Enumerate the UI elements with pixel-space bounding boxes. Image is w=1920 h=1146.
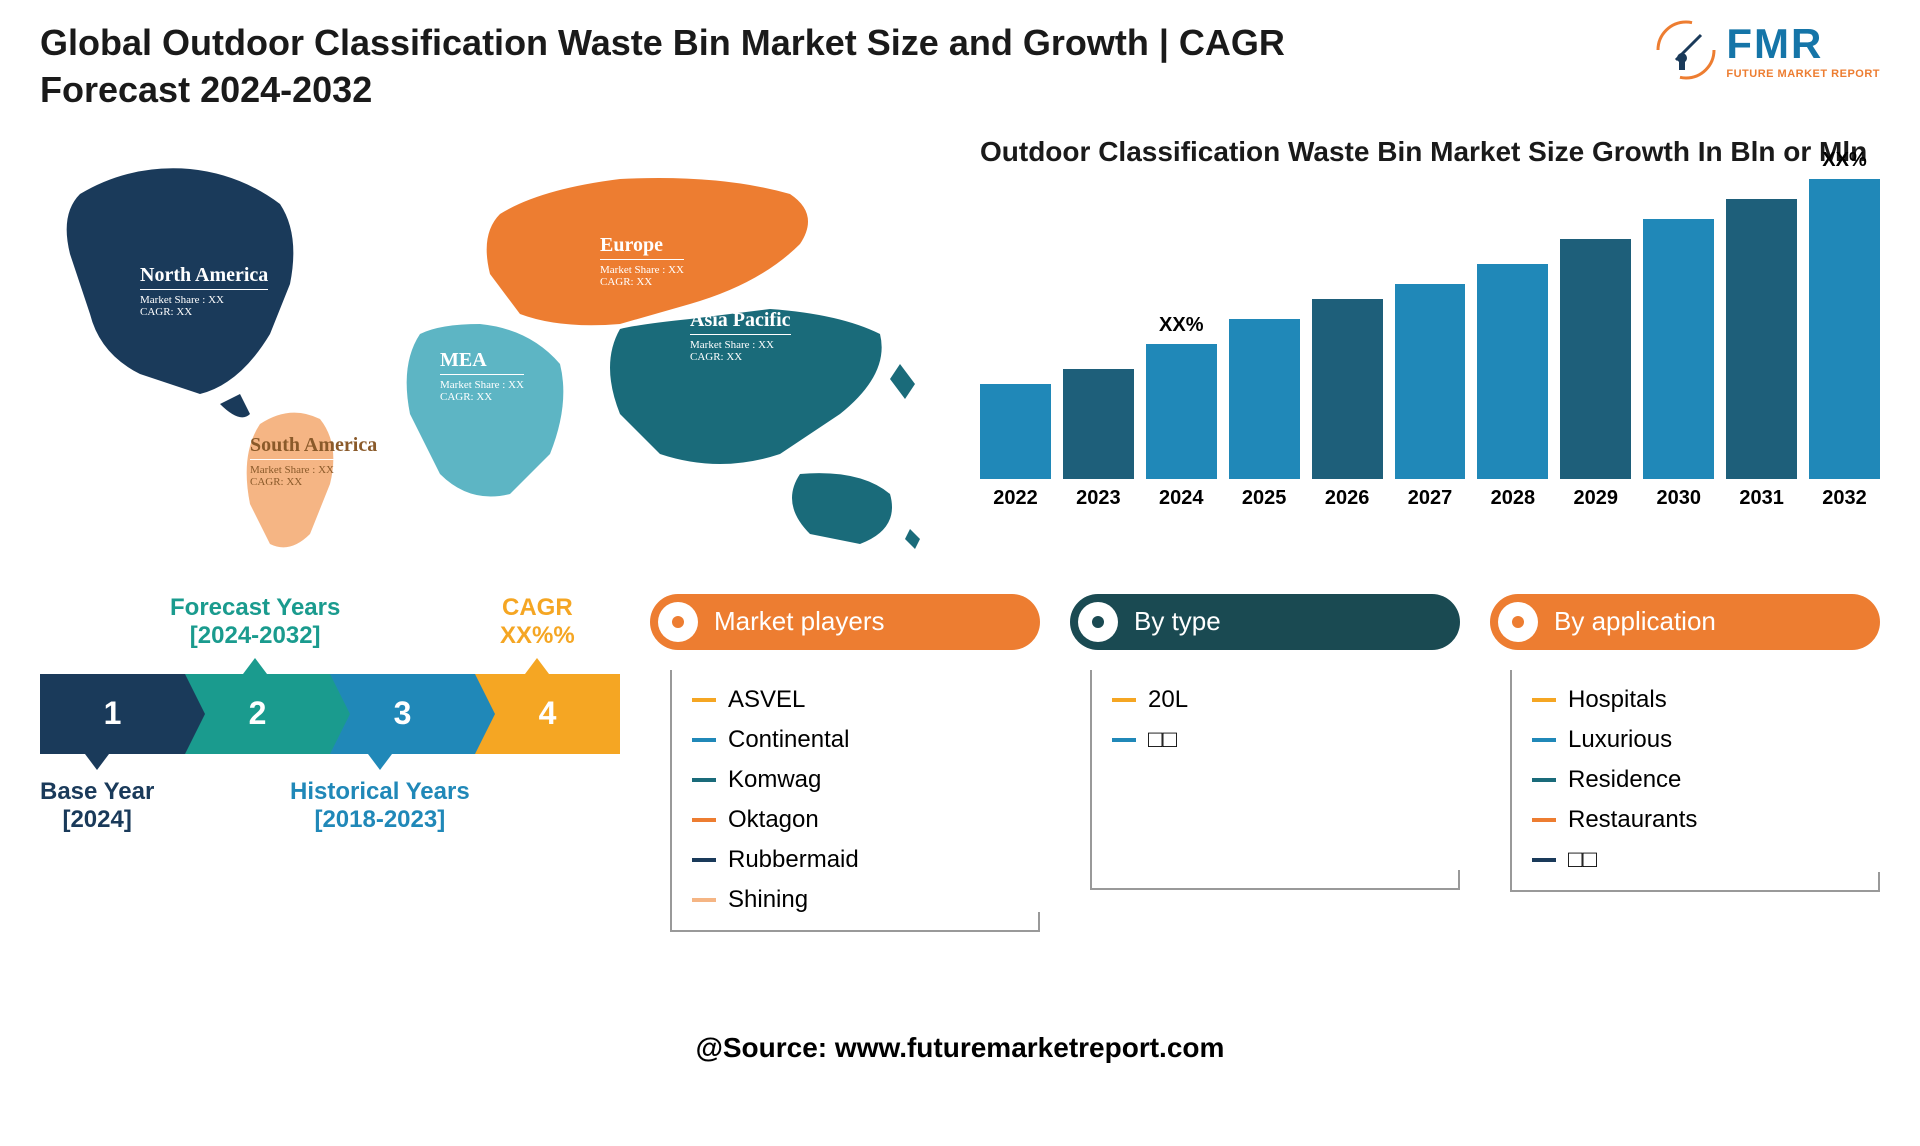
page-title: Global Outdoor Classification Waste Bin … xyxy=(40,20,1340,114)
bar-2029: 2029 xyxy=(1560,239,1631,510)
logo-main-text: FMR xyxy=(1726,20,1880,68)
list-item: Luxurious xyxy=(1532,720,1880,760)
forecast-label: Forecast Years [2024-2032] xyxy=(170,594,340,674)
list-item: Oktagon xyxy=(692,800,1040,840)
region-label-mea: MEAMarket Share : XXCAGR: XX xyxy=(440,349,524,403)
bar-2031: 2031 xyxy=(1726,199,1797,510)
region-label-asia-pacific: Asia PacificMarket Share : XXCAGR: XX xyxy=(690,309,791,363)
region-label-europe: EuropeMarket Share : XXCAGR: XX xyxy=(600,234,684,288)
bar-2023: 2023 xyxy=(1063,369,1134,510)
list-item: Rubbermaid xyxy=(692,840,1040,880)
logo: FMR FUTURE MARKET REPORT xyxy=(1656,20,1880,80)
bar-2032: XX%2032 xyxy=(1809,179,1880,510)
chart-title: Outdoor Classification Waste Bin Market … xyxy=(980,134,1880,170)
growth-chart: Outdoor Classification Waste Bin Market … xyxy=(980,134,1880,554)
bar-2022: 2022 xyxy=(980,384,1051,510)
region-label-north-america: North AmericaMarket Share : XXCAGR: XX xyxy=(140,264,268,318)
timeline-seg-3: 3 xyxy=(330,674,475,754)
list-item: Restaurants xyxy=(1532,800,1880,840)
logo-icon xyxy=(1656,20,1716,80)
timeline-seg-4: 4 xyxy=(475,674,620,754)
timeline-seg-2: 2 xyxy=(185,674,330,754)
timeline: Forecast Years [2024-2032] CAGR XX%% 123… xyxy=(40,594,620,754)
list-item: Residence xyxy=(1532,760,1880,800)
timeline-seg-1: 1 xyxy=(40,674,185,754)
bar-2025: 2025 xyxy=(1229,319,1300,510)
category-market-players: Market playersASVELContinentalKomwagOkta… xyxy=(650,594,1040,932)
historical-label: Historical Years [2018-2023] xyxy=(290,754,470,834)
bar-2028: 2028 xyxy=(1477,264,1548,510)
cagr-label: CAGR XX%% xyxy=(500,594,575,674)
category-by-type: By type20L□□ xyxy=(1070,594,1460,932)
list-item: Komwag xyxy=(692,760,1040,800)
category-by-application: By applicationHospitalsLuxuriousResidenc… xyxy=(1490,594,1880,932)
list-item: Hospitals xyxy=(1532,680,1880,720)
list-item: □□ xyxy=(1112,720,1460,760)
list-item: ASVEL xyxy=(692,680,1040,720)
world-map: North AmericaMarket Share : XXCAGR: XX So… xyxy=(40,134,940,554)
bar-2030: 2030 xyxy=(1643,219,1714,510)
bar-2024: XX%2024 xyxy=(1146,344,1217,510)
list-item: Shining xyxy=(692,880,1040,920)
source-text: @Source: www.futuremarketreport.com xyxy=(40,1032,1880,1064)
list-item: □□ xyxy=(1532,840,1880,880)
bar-2026: 2026 xyxy=(1312,299,1383,510)
list-item: 20L xyxy=(1112,680,1460,720)
region-label-south-america: South AmericaMarket Share : XXCAGR: XX xyxy=(250,434,377,488)
base-label: Base Year [2024] xyxy=(40,754,154,834)
list-item: Continental xyxy=(692,720,1040,760)
logo-sub-text: FUTURE MARKET REPORT xyxy=(1726,68,1880,80)
bar-2027: 2027 xyxy=(1395,284,1466,510)
